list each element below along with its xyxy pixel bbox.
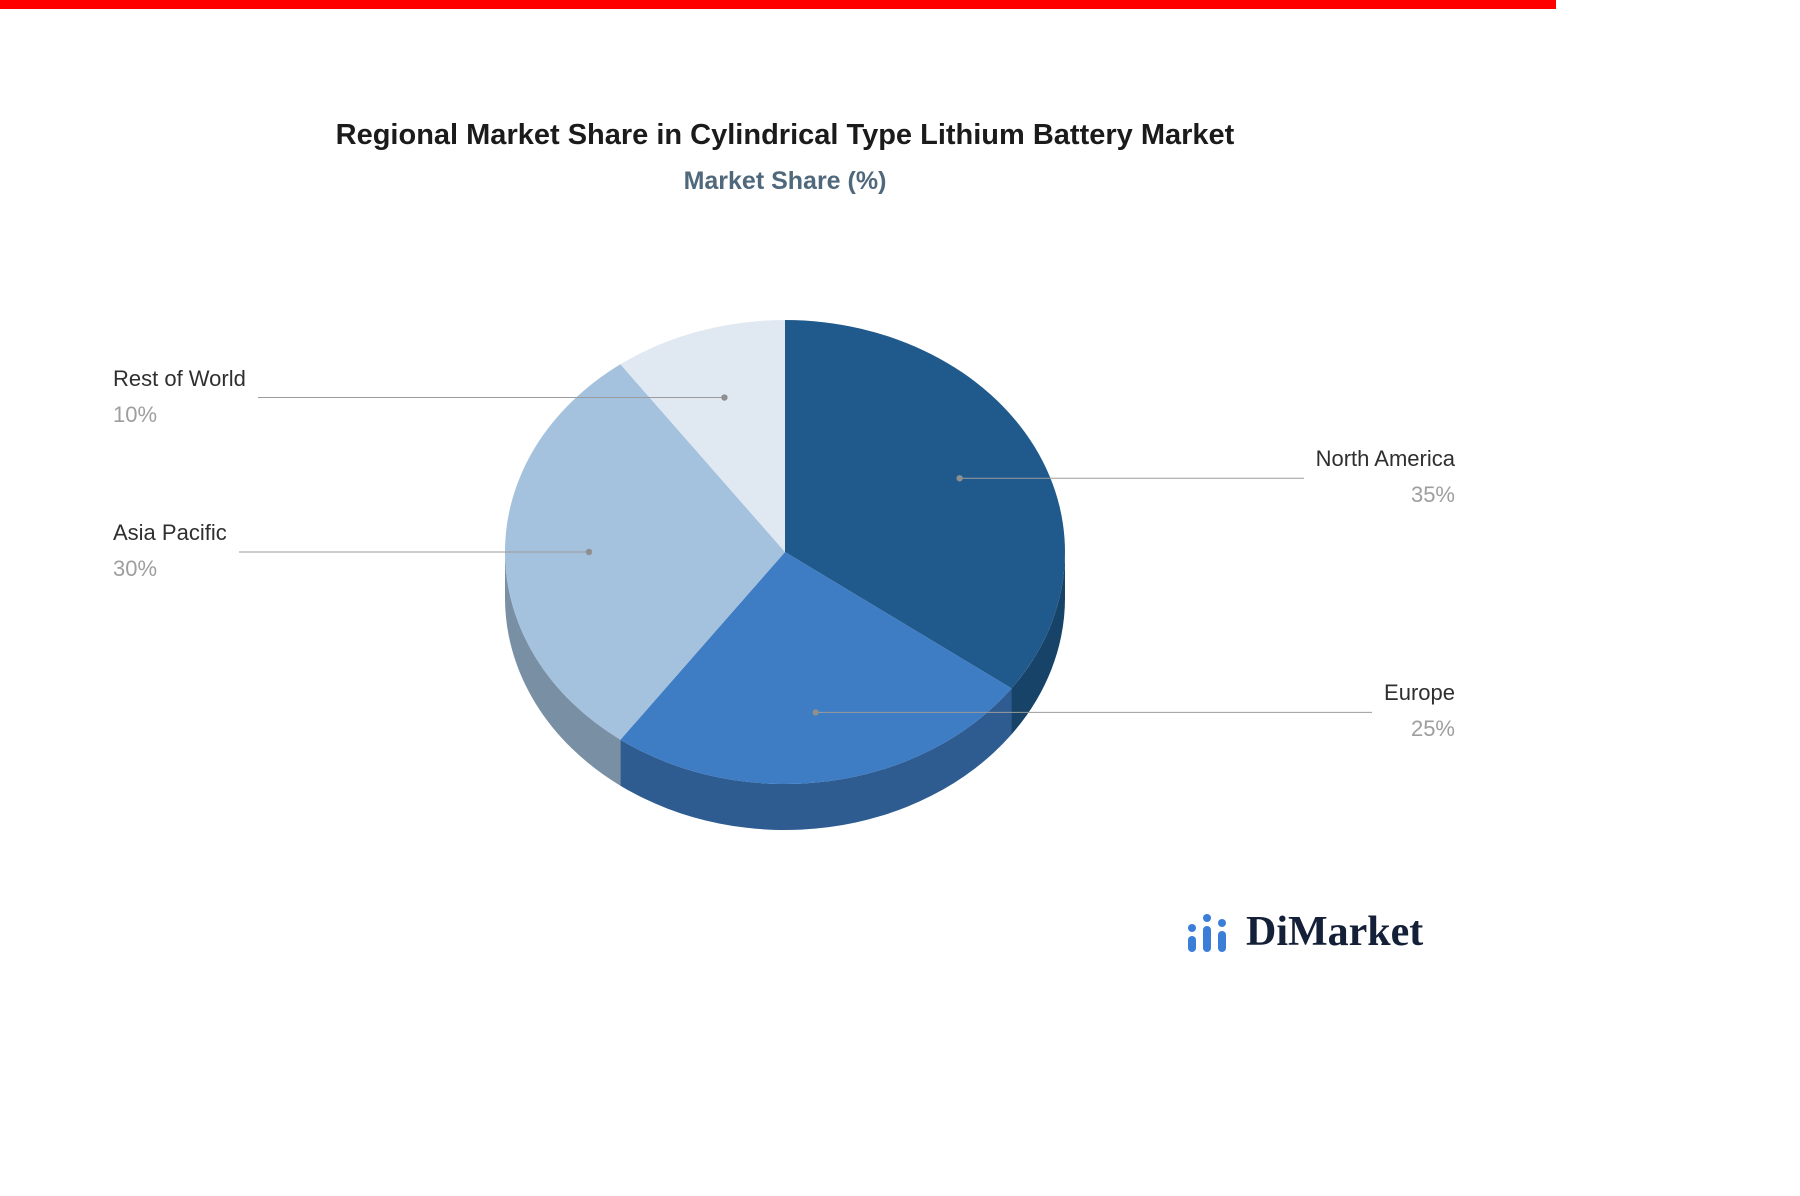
pie-label-value: 35%: [1410, 482, 1455, 508]
chart-title: Regional Market Share in Cylindrical Typ…: [335, 119, 1235, 151]
chart-subtitle: Market Share (%): [683, 167, 887, 195]
bar-chart-icon: [1188, 914, 1226, 952]
pie-callout-dot-rest-of-world: [721, 394, 728, 401]
pie-slice-asia-pacific: [504, 364, 785, 740]
pie-label-name: Rest of World: [113, 365, 246, 391]
pie-slice-side-europe: [620, 688, 1012, 830]
pie-label-north-america: North America 35%: [1316, 442, 1455, 507]
pie-label-value: 30%: [113, 556, 158, 581]
pie-label-name: Europe: [1384, 680, 1455, 706]
pie-label-name: Asia Pacific: [113, 520, 227, 545]
pie-slice-rest-of-world: [620, 320, 785, 552]
brand-logo: DiMarket: [1186, 908, 1423, 956]
pie-callout-dot-asia-pacific: [585, 548, 593, 556]
brand-logo-text: DiMarket: [1246, 909, 1424, 955]
chart-header: Regional Market Share in Cylindrical Typ…: [0, 118, 1570, 196]
pie-label-asia-pacific: Asia Pacific 30%: [113, 516, 227, 581]
pie-callout-dot-north-america: [956, 475, 963, 482]
pie-slice-north-america: [785, 320, 1065, 689]
pie-label-value: 10%: [113, 401, 158, 427]
pie-slice-side-asia-pacific: [505, 552, 621, 786]
pie-label-rest-of-world: Rest of World 10%: [113, 362, 246, 427]
pie-slice-europe: [620, 552, 1012, 784]
pie-label-value: 25%: [1410, 716, 1455, 742]
top-accent-bar: [0, 0, 1556, 9]
pie-slice-side-north-america: [1011, 552, 1065, 735]
pie-label-europe: Europe 25%: [1384, 676, 1455, 741]
pie-callout-dot-europe: [812, 709, 819, 716]
pie-label-name: North America: [1315, 446, 1455, 472]
